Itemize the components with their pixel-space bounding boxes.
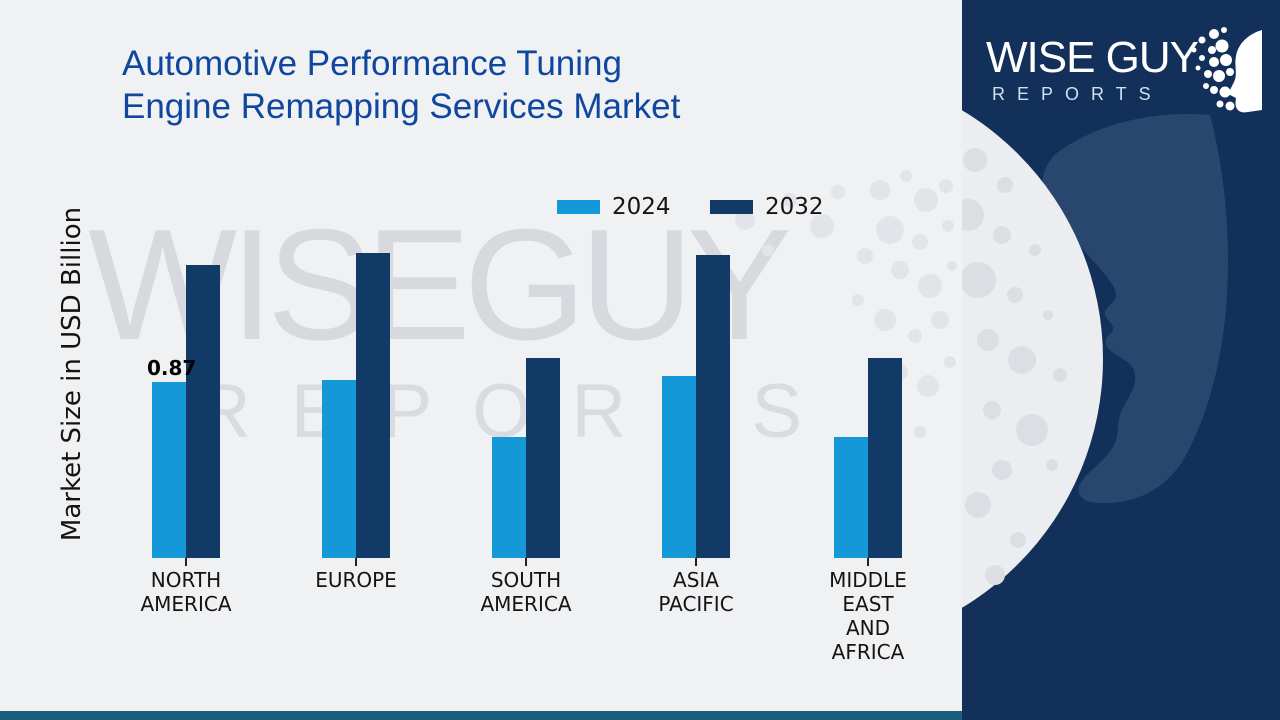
watermark-dot [783,193,797,207]
category-label-line: EUROPE [315,568,397,592]
category-label-line: ASIA [673,568,719,592]
decorative-circle [962,110,1103,608]
bar-2032-south-america [526,358,560,558]
watermark-dot [874,309,896,331]
legend-swatch-2032 [710,200,753,214]
category-label-line: MIDDLE [829,568,907,592]
category-label-south-america: SOUTH AMERICA [446,568,606,616]
watermark-dot [810,214,834,238]
x-axis-tick [695,558,697,566]
circle-dots-pattern [962,148,1067,585]
logo-face-icon [1191,27,1262,113]
brand-panel: WISE GUY REPORTS [962,0,1280,720]
category-label-asia-pacific: ASIA PACIFIC [616,568,776,616]
x-axis-tick [525,558,527,566]
x-axis-tick [355,558,357,566]
watermark-dot [931,311,949,329]
y-axis-label: Market Size in USD Billion [57,206,87,542]
legend-swatch-2024 [557,200,600,214]
category-label-line: SOUTH [490,568,562,592]
x-axis-tick [867,558,869,566]
face-profile-silhouette [1042,114,1228,503]
chart-title-line-2: Engine Remapping Services Market [122,87,681,126]
watermark-dot [876,216,904,244]
bar-2032-europe [356,253,390,558]
bar-2032-middle-east-and-africa [868,358,902,558]
watermark-dot [735,210,755,230]
chart-title: Automotive Performance Tuning Engine Rem… [122,42,680,128]
category-label-middle-east-and-africa: MIDDLE EAST AND AFRICA [788,568,948,664]
watermark-dot [900,170,912,182]
category-label-line: NORTH [150,568,222,592]
bar-value-label: 0.87 [147,356,197,380]
category-label-north-america: NORTH AMERICA [106,568,266,616]
watermark-dot [762,244,774,256]
watermark-dot [908,329,922,343]
legend-label-2032: 2032 [765,194,824,220]
watermark-dot [852,294,864,306]
category-label-line: AND [845,616,891,640]
bar-2024-europe [322,380,356,558]
brand-panel-graphics [962,27,1262,608]
category-label-europe: EUROPE [276,568,436,592]
watermark-dot [914,426,926,438]
bar-2032-north-america [186,265,220,558]
category-label-line: AMERICA [480,592,572,616]
legend-label-2024: 2024 [612,194,671,220]
category-label-line: EAST [842,592,894,616]
watermark-dot [831,185,845,199]
category-label-line: AMERICA [140,592,232,616]
watermark-dot [914,188,938,212]
category-label-line: AFRICA [831,640,905,664]
watermark-dot [857,248,873,264]
logo-reports-text: REPORTS [992,84,1163,104]
logo-wiseguy-text: WISE GUY [986,33,1199,82]
watermark-dot [870,180,890,200]
x-axis-tick [185,558,187,566]
footer-accent-bar [0,711,962,720]
bar-2024-asia-pacific [662,376,696,558]
chart-title-line-1: Automotive Performance Tuning [122,44,622,83]
watermark-dot [917,375,939,397]
watermark-dot [912,234,928,250]
bar-2024-south-america [492,437,526,558]
watermark-dot [947,261,957,271]
watermark-dot [942,220,954,232]
bar-2032-asia-pacific [696,255,730,558]
watermark-dot [944,356,956,368]
watermark-dot [918,274,942,298]
watermark-dot [939,179,953,193]
bar-2024-north-america [152,382,186,558]
bar-2024-middle-east-and-africa [834,437,868,558]
watermark-dot [891,261,909,279]
category-label-line: PACIFIC [658,592,734,616]
